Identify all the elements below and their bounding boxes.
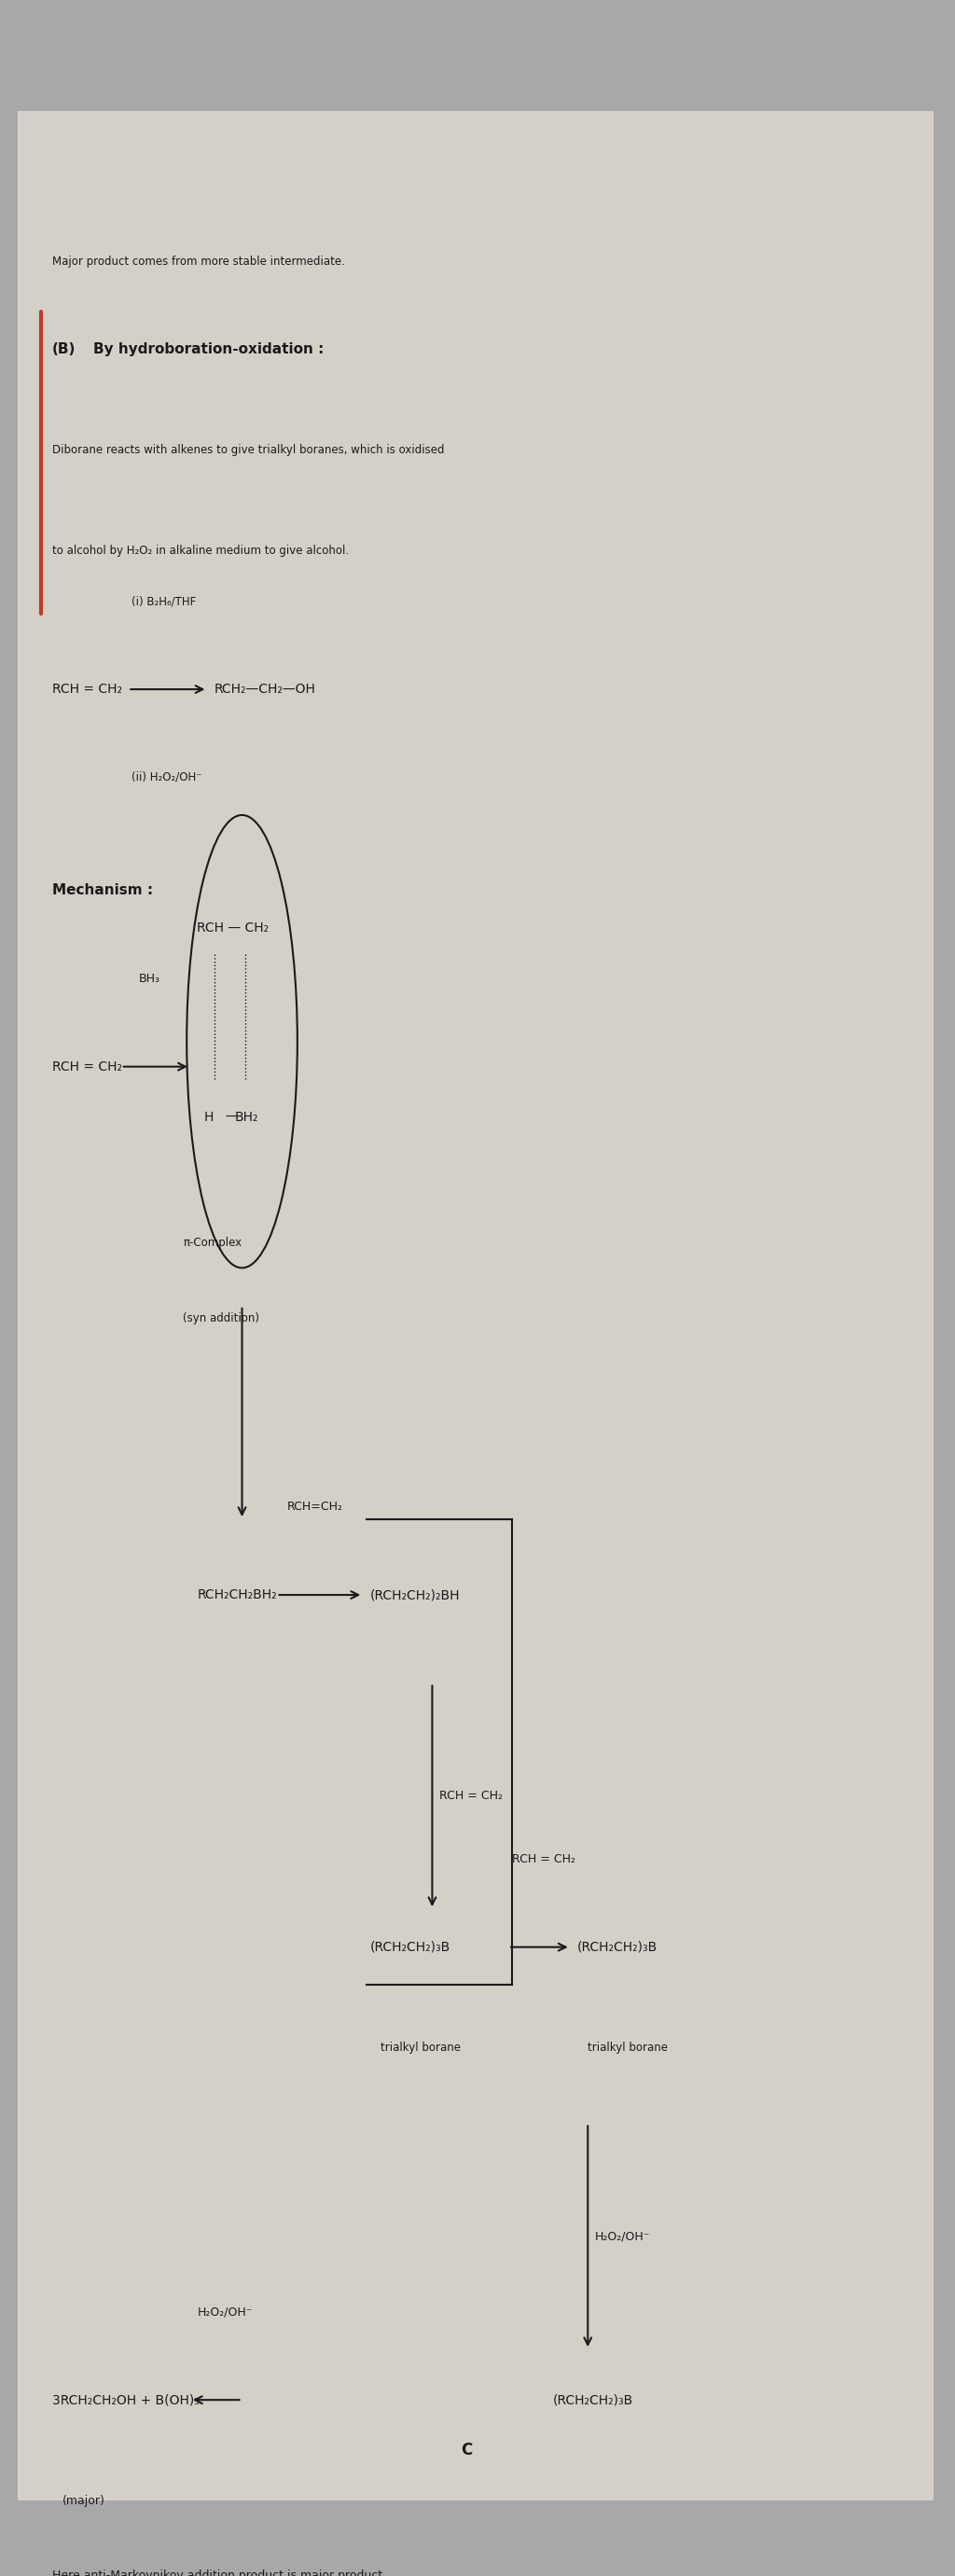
Text: RCH = CH₂: RCH = CH₂: [439, 1790, 502, 1803]
Text: (B): (B): [52, 343, 75, 355]
Text: C: C: [461, 2442, 473, 2458]
Text: (RCH₂CH₂)₃B: (RCH₂CH₂)₃B: [553, 2393, 634, 2406]
Text: BH₃: BH₃: [138, 974, 159, 984]
Text: By hydroboration-oxidation :: By hydroboration-oxidation :: [94, 343, 324, 355]
Text: (i) B₂H₆/THF: (i) B₂H₆/THF: [132, 595, 196, 608]
Text: π-Complex: π-Complex: [183, 1236, 243, 1249]
Text: —: —: [224, 1110, 238, 1123]
FancyBboxPatch shape: [17, 111, 934, 2501]
Text: (ii) H₂O₂/OH⁻: (ii) H₂O₂/OH⁻: [132, 770, 202, 783]
Text: (RCH₂CH₂)₃B: (RCH₂CH₂)₃B: [370, 1940, 451, 1953]
Text: H: H: [204, 1110, 214, 1123]
Text: RCH — CH₂: RCH — CH₂: [197, 922, 269, 935]
Text: trialkyl borane: trialkyl borane: [380, 2043, 460, 2053]
Text: (major): (major): [62, 2494, 105, 2506]
Text: (RCH₂CH₂)₂BH: (RCH₂CH₂)₂BH: [370, 1589, 460, 1602]
Text: H₂O₂/OH⁻: H₂O₂/OH⁻: [197, 2306, 252, 2318]
Text: (RCH₂CH₂)₃B: (RCH₂CH₂)₃B: [578, 1940, 658, 1953]
Text: Major product comes from more stable intermediate.: Major product comes from more stable int…: [52, 255, 345, 268]
Text: BH₂: BH₂: [235, 1110, 259, 1123]
Text: RCH = CH₂: RCH = CH₂: [512, 1852, 575, 1865]
Text: RCH₂—CH₂—OH: RCH₂—CH₂—OH: [214, 683, 316, 696]
Text: RCH=CH₂: RCH=CH₂: [287, 1502, 343, 1512]
Text: 3RCH₂CH₂OH + B(OH)₃: 3RCH₂CH₂OH + B(OH)₃: [52, 2393, 199, 2406]
Text: Diborane reacts with alkenes to give trialkyl boranes, which is oxidised: Diborane reacts with alkenes to give tri…: [52, 443, 444, 456]
Text: Mechanism :: Mechanism :: [52, 884, 153, 896]
Text: H₂O₂/OH⁻: H₂O₂/OH⁻: [595, 2231, 650, 2244]
Text: (syn addition): (syn addition): [183, 1311, 260, 1324]
Text: RCH₂CH₂BH₂: RCH₂CH₂BH₂: [197, 1589, 277, 1602]
Text: Here anti-Markovnikov addition product is major product.: Here anti-Markovnikov addition product i…: [52, 2571, 386, 2576]
Text: to alcohol by H₂O₂ in alkaline medium to give alcohol.: to alcohol by H₂O₂ in alkaline medium to…: [52, 546, 349, 556]
Text: RCH = CH₂: RCH = CH₂: [52, 1061, 122, 1074]
Text: trialkyl borane: trialkyl borane: [587, 2043, 668, 2053]
Text: RCH = CH₂: RCH = CH₂: [52, 683, 122, 696]
